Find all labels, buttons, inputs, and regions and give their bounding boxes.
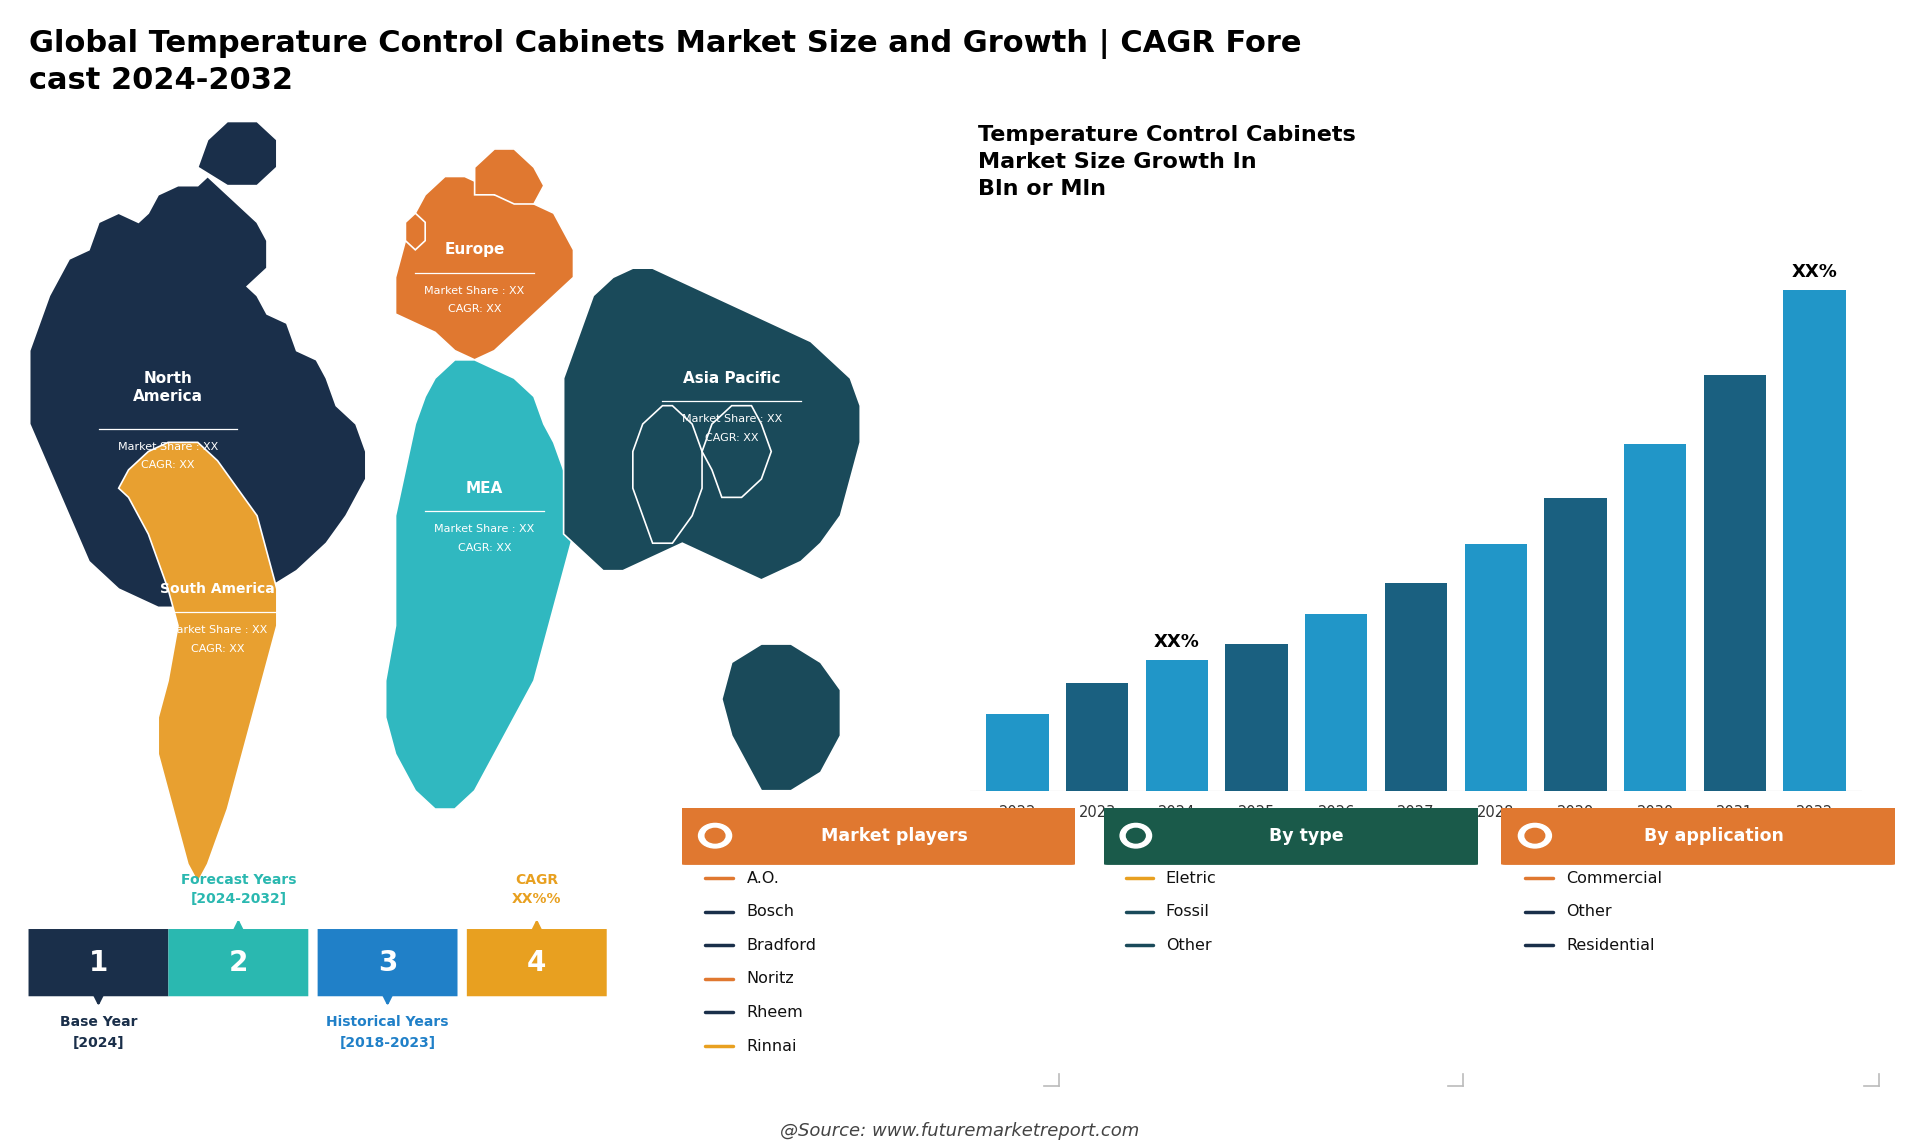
Text: 2028: 2028 bbox=[1476, 804, 1515, 819]
Text: 2029: 2029 bbox=[1557, 804, 1594, 819]
Polygon shape bbox=[119, 442, 276, 882]
Polygon shape bbox=[405, 213, 424, 250]
Circle shape bbox=[1127, 829, 1144, 843]
Text: Europe: Europe bbox=[444, 242, 505, 258]
Text: CAGR: XX: CAGR: XX bbox=[190, 644, 244, 653]
Text: Other: Other bbox=[1165, 937, 1212, 952]
Text: Global Temperature Control Cabinets Market Size and Growth | CAGR Fore
cast 2024: Global Temperature Control Cabinets Mark… bbox=[29, 29, 1302, 95]
Text: CAGR: XX: CAGR: XX bbox=[457, 543, 511, 552]
FancyBboxPatch shape bbox=[29, 929, 169, 996]
Text: North
America: North America bbox=[132, 371, 204, 403]
Text: 2025: 2025 bbox=[1238, 804, 1275, 819]
Bar bbox=[987, 714, 1048, 791]
Text: 2022: 2022 bbox=[998, 804, 1037, 819]
Text: 2024: 2024 bbox=[1158, 804, 1196, 819]
Polygon shape bbox=[703, 406, 772, 497]
Text: 2030: 2030 bbox=[1636, 804, 1674, 819]
Text: Rheem: Rheem bbox=[747, 1005, 803, 1020]
Text: @Source: www.futuremarketreport.com: @Source: www.futuremarketreport.com bbox=[780, 1122, 1140, 1140]
Text: Rinnai: Rinnai bbox=[747, 1038, 797, 1053]
FancyBboxPatch shape bbox=[1496, 807, 1901, 865]
Text: Market Share : XX: Market Share : XX bbox=[167, 626, 267, 635]
Text: Residential: Residential bbox=[1567, 937, 1655, 952]
Text: Market players: Market players bbox=[820, 826, 968, 845]
Text: CAGR: CAGR bbox=[515, 873, 559, 887]
Text: CAGR: XX: CAGR: XX bbox=[705, 433, 758, 442]
Polygon shape bbox=[198, 121, 276, 186]
Text: 2023: 2023 bbox=[1079, 804, 1116, 819]
Text: Market Share : XX: Market Share : XX bbox=[682, 415, 781, 424]
Polygon shape bbox=[722, 644, 841, 791]
Text: MEA: MEA bbox=[467, 480, 503, 496]
Bar bbox=[1624, 444, 1686, 791]
Bar bbox=[1066, 683, 1129, 791]
Text: XX%%: XX%% bbox=[513, 892, 561, 905]
Text: Base Year: Base Year bbox=[60, 1015, 136, 1029]
Circle shape bbox=[1119, 824, 1152, 848]
Text: CAGR: XX: CAGR: XX bbox=[142, 461, 194, 470]
Bar bbox=[1306, 613, 1367, 791]
Text: Asia Pacific: Asia Pacific bbox=[684, 370, 780, 386]
Polygon shape bbox=[564, 268, 860, 580]
Text: Temperature Control Cabinets
Market Size Growth In
Bln or Mln: Temperature Control Cabinets Market Size… bbox=[977, 125, 1356, 199]
Text: 3: 3 bbox=[378, 949, 397, 976]
Text: 2026: 2026 bbox=[1317, 804, 1356, 819]
Circle shape bbox=[705, 829, 726, 843]
Bar bbox=[1146, 660, 1208, 791]
Text: XX%: XX% bbox=[1791, 262, 1837, 281]
Text: [2018-2023]: [2018-2023] bbox=[340, 1036, 436, 1050]
Circle shape bbox=[1519, 824, 1551, 848]
Text: [2024]: [2024] bbox=[73, 1036, 125, 1050]
Polygon shape bbox=[634, 406, 703, 543]
Text: Market Share : XX: Market Share : XX bbox=[434, 525, 534, 534]
Text: 2027: 2027 bbox=[1398, 804, 1434, 819]
FancyBboxPatch shape bbox=[317, 929, 457, 996]
Polygon shape bbox=[386, 360, 574, 809]
FancyBboxPatch shape bbox=[1098, 807, 1484, 865]
Text: 2: 2 bbox=[228, 949, 248, 976]
Text: XX%: XX% bbox=[1154, 633, 1200, 651]
Circle shape bbox=[1524, 829, 1546, 843]
FancyBboxPatch shape bbox=[467, 929, 607, 996]
FancyBboxPatch shape bbox=[676, 807, 1081, 865]
Text: CAGR: XX: CAGR: XX bbox=[447, 305, 501, 314]
Text: Other: Other bbox=[1567, 904, 1613, 919]
Text: Market Share : XX: Market Share : XX bbox=[117, 442, 219, 452]
Text: 4: 4 bbox=[528, 949, 547, 976]
Bar bbox=[1544, 499, 1607, 791]
Bar bbox=[1703, 375, 1766, 791]
Polygon shape bbox=[29, 176, 367, 607]
Polygon shape bbox=[474, 149, 543, 204]
Text: South America: South America bbox=[159, 582, 275, 596]
Bar bbox=[1784, 290, 1845, 791]
Text: Historical Years: Historical Years bbox=[326, 1015, 449, 1029]
Text: Bosch: Bosch bbox=[747, 904, 795, 919]
Text: Eletric: Eletric bbox=[1165, 871, 1217, 886]
Text: Noritz: Noritz bbox=[747, 972, 795, 987]
Text: A.O.: A.O. bbox=[747, 871, 780, 886]
Text: Fossil: Fossil bbox=[1165, 904, 1210, 919]
Text: By application: By application bbox=[1644, 826, 1784, 845]
FancyBboxPatch shape bbox=[169, 929, 309, 996]
Bar bbox=[1465, 544, 1526, 791]
Text: Forecast Years: Forecast Years bbox=[180, 873, 296, 887]
Text: Commercial: Commercial bbox=[1567, 871, 1663, 886]
Bar bbox=[1225, 644, 1288, 791]
Text: Bradford: Bradford bbox=[747, 937, 816, 952]
Text: 1: 1 bbox=[88, 949, 108, 976]
Text: 2031: 2031 bbox=[1716, 804, 1753, 819]
Text: 2032: 2032 bbox=[1795, 804, 1834, 819]
Text: By type: By type bbox=[1269, 826, 1344, 845]
Bar bbox=[1384, 582, 1448, 791]
Circle shape bbox=[699, 824, 732, 848]
Polygon shape bbox=[396, 176, 574, 360]
Text: Market Share : XX: Market Share : XX bbox=[424, 286, 524, 296]
Text: [2024-2032]: [2024-2032] bbox=[190, 892, 286, 905]
